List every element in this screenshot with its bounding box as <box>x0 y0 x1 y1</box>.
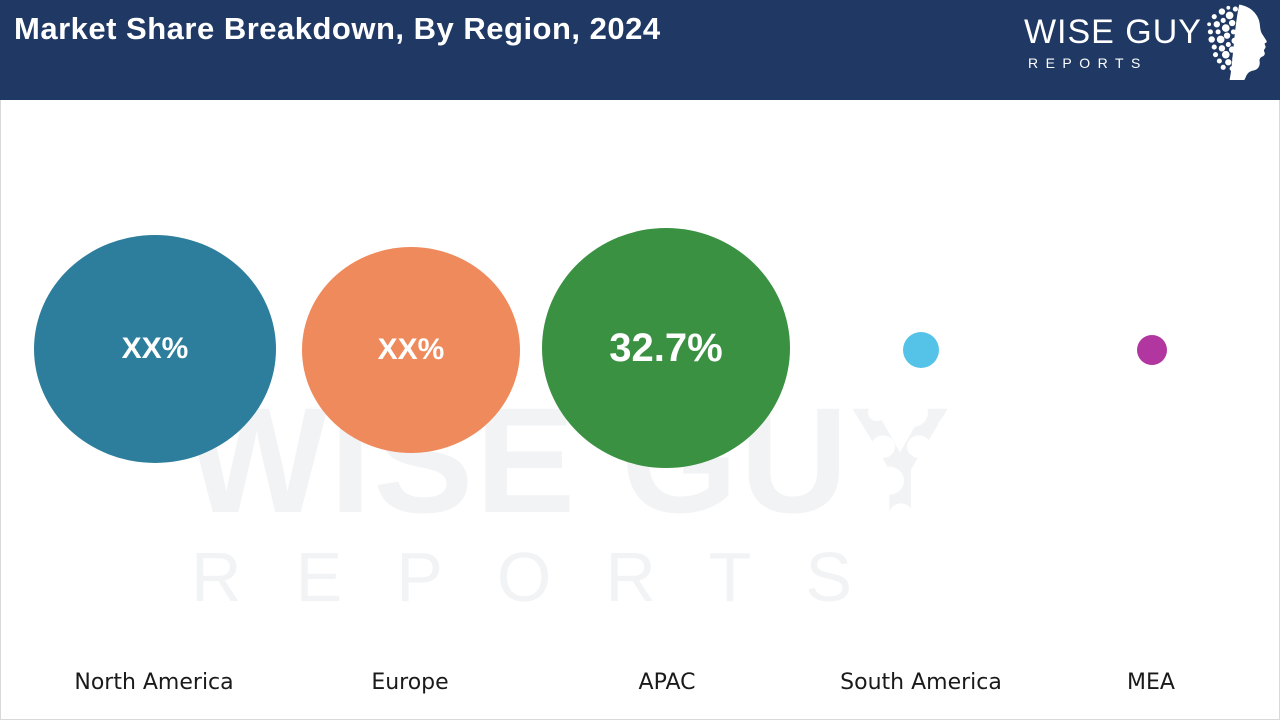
category-label-europe: Europe <box>371 670 449 695</box>
bubble-value-north-america: XX% <box>121 332 189 365</box>
category-label-apac: APAC <box>638 670 696 695</box>
bubble-north-america: XX% <box>34 235 276 463</box>
category-label-mea: MEA <box>1127 670 1175 695</box>
bubble-value-apac: 32.7% <box>609 326 723 370</box>
category-label-south-america: South America <box>840 670 1002 695</box>
category-label-north-america: North America <box>74 670 234 695</box>
bubble-chart: WISE GUY REPORTS XX% XX% 32.7% North Ame… <box>0 100 1280 720</box>
bubble-mea <box>1137 335 1167 365</box>
bubble-value-europe: XX% <box>377 333 445 366</box>
bubble-europe: XX% <box>302 247 520 453</box>
watermark-head-icon <box>868 324 1148 662</box>
bubble-south-america <box>903 332 939 368</box>
wise-guy-head-icon <box>1207 4 1267 80</box>
watermark-reports-text: REPORTS <box>191 538 907 616</box>
brand-subtitle: REPORTS <box>1027 55 1148 71</box>
brand-logo-text: WISE GUY REPORTS <box>1024 13 1202 71</box>
header: Market Share Breakdown, By Region, 2024 … <box>0 0 1280 100</box>
page-title: Market Share Breakdown, By Region, 2024 <box>14 11 661 46</box>
brand-name: WISE GUY <box>1023 13 1202 51</box>
bubble-apac: 32.7% <box>542 228 790 468</box>
brand-logo: WISE GUY REPORTS <box>1024 4 1268 80</box>
